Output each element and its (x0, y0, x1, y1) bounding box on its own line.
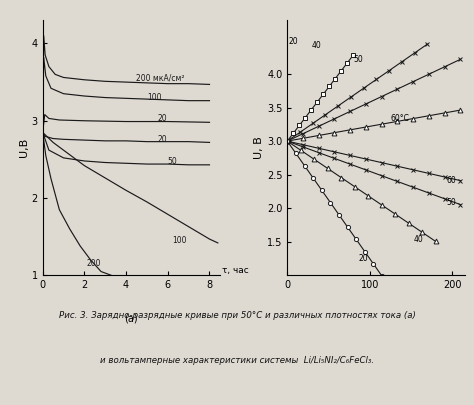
Text: 100: 100 (147, 93, 162, 102)
Text: 50: 50 (447, 198, 456, 207)
Y-axis label: U,В: U,В (19, 138, 29, 158)
Text: 200: 200 (86, 259, 101, 268)
Text: 50: 50 (353, 55, 363, 64)
Text: 20: 20 (359, 254, 369, 262)
Text: 40: 40 (312, 41, 322, 51)
Text: 60°C: 60°C (390, 114, 409, 123)
Text: (a): (a) (125, 313, 138, 323)
Text: 50: 50 (168, 157, 178, 166)
Text: 20: 20 (157, 134, 167, 144)
Text: и вольтамперные характеристики системы  Li/Li₅NI₂/C₆FeCl₃.: и вольтамперные характеристики системы L… (100, 356, 374, 365)
Text: Рис. 3. Зарядно-разрядные кривые при 50°C и различных плотностях тока (a): Рис. 3. Зарядно-разрядные кривые при 50°… (59, 311, 415, 320)
Y-axis label: U, В: U, В (254, 136, 264, 159)
Text: 20: 20 (289, 37, 299, 46)
Text: τ, час: τ, час (222, 266, 249, 275)
Text: 100: 100 (172, 236, 186, 245)
Text: 60: 60 (447, 176, 456, 185)
Text: 40: 40 (413, 235, 423, 245)
Text: 20: 20 (157, 114, 167, 123)
Text: 200 мкА/см²: 200 мкА/см² (137, 73, 185, 82)
